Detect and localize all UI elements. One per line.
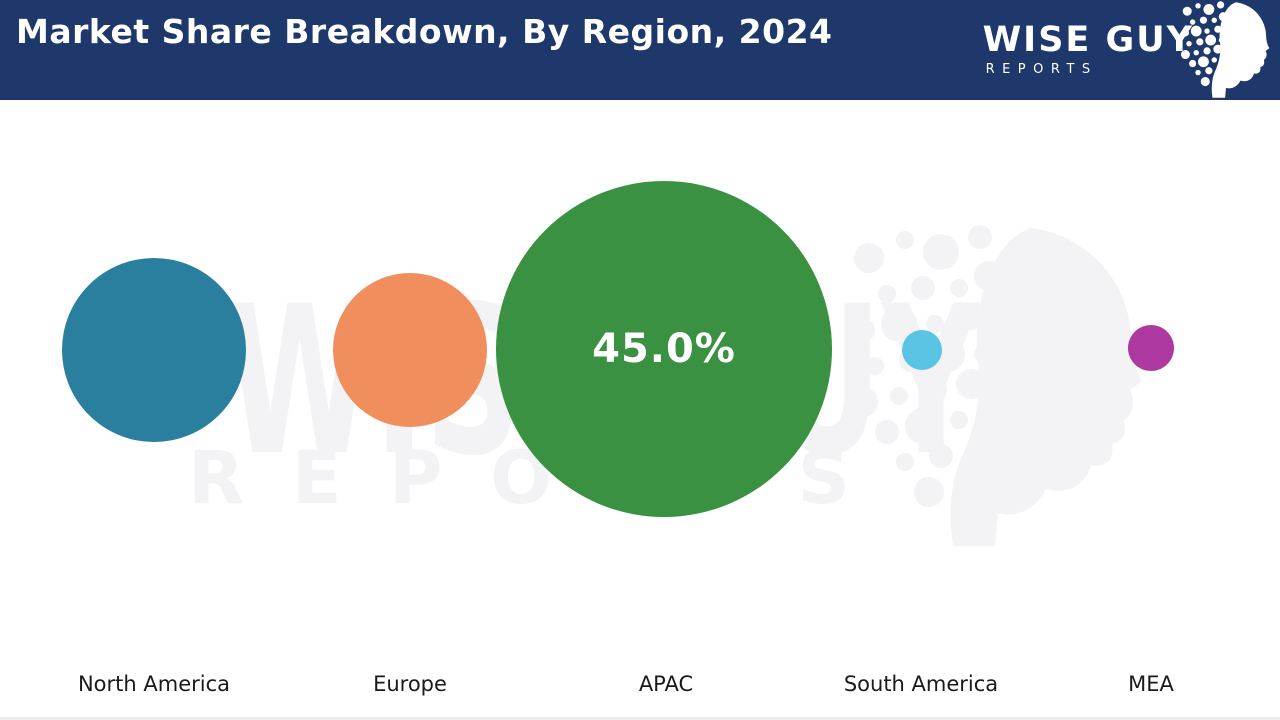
category-label-mea: MEA	[1128, 672, 1174, 696]
category-label-north-america: North America	[77, 672, 231, 696]
page-title: Market Share Breakdown, By Region, 2024	[16, 12, 833, 51]
header-bar: Market Share Breakdown, By Region, 2024 …	[0, 0, 1280, 100]
logo-wordmark-line2: REPORTS	[985, 61, 1098, 77]
bubble-europe	[333, 273, 487, 427]
bubble-chart: WISE GUY REPORTS 45.0% North America Eur…	[0, 100, 1280, 720]
bubble-apac: 45.0%	[496, 181, 832, 517]
watermark-head-profile-icon	[848, 225, 1142, 546]
category-label-south-america: South America	[843, 672, 999, 696]
category-label-europe: Europe	[373, 672, 447, 696]
bottom-divider	[0, 717, 1280, 720]
bubble-north-america	[62, 258, 246, 442]
logo-wordmark-line1: WISE GUY	[982, 19, 1194, 60]
apac-data-label: 45.0%	[592, 326, 736, 372]
bubble-south-america	[902, 330, 942, 370]
wiseguy-logo: WISE GUY REPORTS	[983, 0, 1272, 100]
bubble-mea	[1128, 325, 1174, 371]
head-profile-icon	[1180, 1, 1270, 98]
category-label-apac: APAC	[638, 672, 694, 696]
logo-wordmark: WISE GUY REPORTS	[983, 20, 1194, 77]
